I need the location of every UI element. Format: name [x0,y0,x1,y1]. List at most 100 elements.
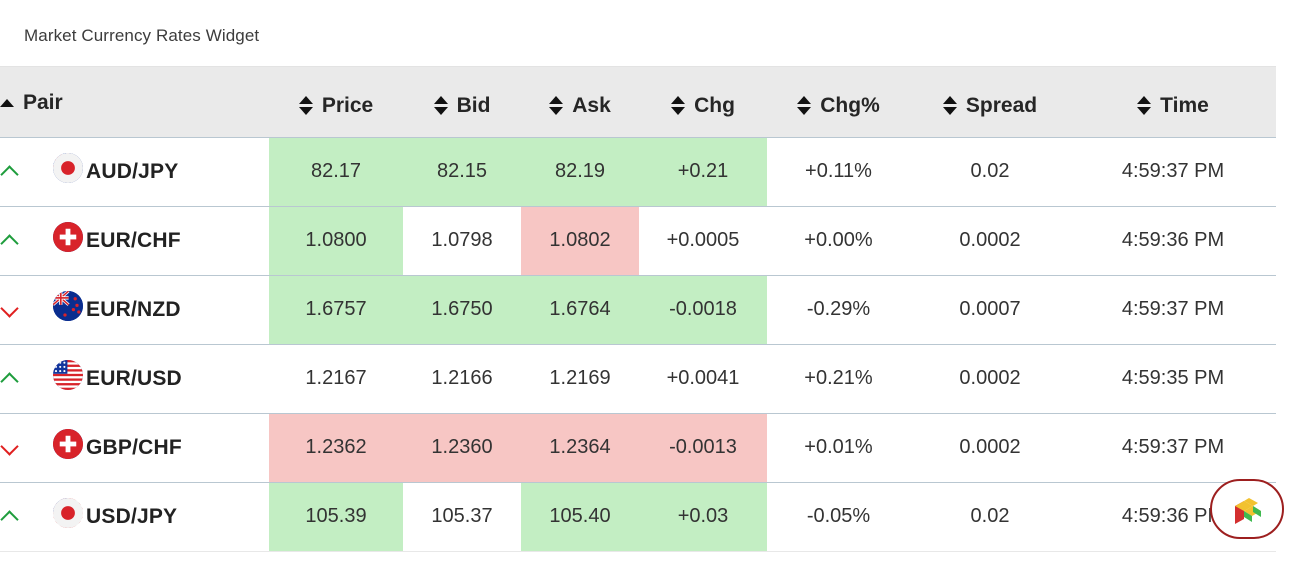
cell-ask: 105.40 [521,482,639,551]
cell-time: 4:59:36 PM [1070,206,1276,276]
cell-pair[interactable]: EUR/CHF [0,206,269,276]
rates-table-container: Pair Price [0,66,1284,552]
column-header-pair[interactable]: Pair [0,67,269,138]
cell-ask: 1.2169 [521,344,639,414]
table-header: Pair Price [0,67,1276,138]
direction-up-icon [0,505,24,529]
cell-ask: 82.19 [521,137,639,207]
cell-chg-percent: +0.00% [767,206,910,276]
cell-price: 1.6757 [269,275,403,345]
pair-label: AUD/JPY [86,159,179,183]
currency-flags [30,221,83,260]
currency-flags [30,152,83,191]
cell-bid: 1.2166 [403,344,521,414]
sort-icon [942,96,957,115]
cell-chg: +0.21 [639,137,767,207]
table-row[interactable]: USD/JPY 105.39 105.37 105.40 +0.03 -0.05% 0.02… [0,482,1276,551]
cell-time: 4:59:37 PM [1070,275,1276,345]
cell-chg: -0.0018 [639,275,767,345]
cell-chg: +0.03 [639,482,767,551]
cell-chg-percent: +0.01% [767,413,910,483]
cell-pair[interactable]: USD/JPY [0,482,269,551]
cell-chg-percent: +0.11% [767,137,910,207]
cell-chg: +0.0041 [639,344,767,414]
cell-bid: 105.37 [431,505,493,528]
chart-3d-icon [1227,489,1267,529]
direction-down-icon [0,436,24,460]
cell-spread: 0.0002 [910,413,1070,483]
cell-price: 1.0800 [269,206,403,276]
column-label-bid: Bid [456,93,491,117]
pair-label: EUR/NZD [86,297,181,321]
table-row[interactable]: GBP/CHF 1.2362 1.2360 1.2364 -0.0013 +0.01% 0.… [0,413,1276,483]
header-row: Pair Price [0,67,1276,138]
cell-bid: 82.15 [403,137,521,207]
page-title: Market Currency Rates Widget [24,26,260,45]
floating-action-button[interactable] [1210,479,1284,539]
cell-price: 1.2362 [269,413,403,483]
column-header-spread[interactable]: Spread [910,67,1070,138]
cell-spread: 0.02 [970,505,1010,528]
table-row[interactable]: AUD/JPY 82.17 82.15 82.19 +0.21 +0.11% 0.02 4:5… [0,137,1276,207]
column-header-chg-percent[interactable]: Chg% [767,67,910,138]
column-label-spread: Spread [965,93,1038,117]
sort-icon [549,96,564,115]
sort-icon [298,96,313,115]
column-header-price[interactable]: Price [269,67,403,138]
direction-down-icon [0,298,24,322]
cell-ask: 1.2364 [521,413,639,483]
pair-label: EUR/USD [86,366,182,390]
cell-bid: 1.2360 [403,413,521,483]
currency-flags [30,359,83,398]
cell-price: 1.2167 [269,344,403,414]
cell-price: 105.39 [269,482,403,551]
cell-spread: 0.0007 [910,275,1070,345]
pair-label: USD/JPY [86,504,178,528]
currency-rates-table: Pair Price [0,67,1276,551]
cell-ask: 1.6764 [521,275,639,345]
sort-icon [671,96,686,115]
table-body: AUD/JPY 82.17 82.15 82.19 +0.21 +0.11% 0.02 4:5… [0,137,1276,551]
column-header-bid[interactable]: Bid [403,67,521,138]
cell-time: 4:59:37 PM [1070,413,1276,483]
direction-up-icon [0,229,24,253]
table-row[interactable]: EUR/NZD 1.6757 1.6750 1.6764 -0.0018 -0.29% 0.… [0,275,1276,345]
cell-pair[interactable]: EUR/NZD [0,275,269,345]
column-label-chg-percent: Chg% [820,93,880,117]
column-header-chg[interactable]: Chg [639,67,767,138]
cell-time: 4:59:36 PM [1121,505,1225,528]
currency-flags [30,428,83,467]
cell-chg: +0.0005 [639,206,767,276]
currency-flags [30,497,83,536]
cell-ask: 1.0802 [521,206,639,276]
column-label-price: Price [321,93,374,117]
cell-bid: 1.0798 [403,206,521,276]
cell-pair[interactable]: AUD/JPY [0,137,269,207]
column-header-time[interactable]: Time [1070,67,1276,138]
pair-label: GBP/CHF [86,435,182,459]
cell-pair[interactable]: EUR/USD [0,344,269,414]
cell-chg-percent: +0.21% [767,344,910,414]
direction-up-icon [0,367,24,391]
pair-label: EUR/CHF [86,228,181,252]
cell-chg-percent: -0.05% [806,505,871,528]
sort-icon [1137,96,1152,115]
column-label-pair: Pair [23,90,63,114]
direction-up-icon [0,160,24,184]
cell-bid: 1.6750 [403,275,521,345]
cell-spread: 0.0002 [910,344,1070,414]
column-label-ask: Ask [572,93,611,117]
cell-chg-percent: -0.29% [767,275,910,345]
cell-price: 82.17 [269,137,403,207]
cell-pair[interactable]: GBP/CHF [0,413,269,483]
table-row[interactable]: EUR/CHF 1.0800 1.0798 1.0802 +0.0005 +0.00% 0.… [0,206,1276,276]
cell-spread: 0.0002 [910,206,1070,276]
cell-time: 4:59:37 PM [1070,137,1276,207]
sort-icon [433,96,448,115]
column-header-ask[interactable]: Ask [521,67,639,138]
column-label-time: Time [1160,93,1209,117]
currency-flags [30,290,83,329]
table-row[interactable]: EUR/USD 1.2167 1.2166 1.2169 +0.0041 +0.21% 0.… [0,344,1276,414]
cell-spread: 0.02 [910,137,1070,207]
